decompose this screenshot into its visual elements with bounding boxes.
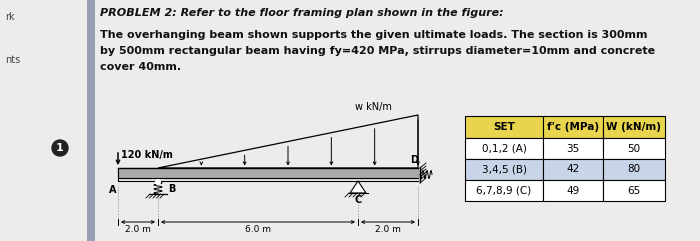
Text: 2.0 m: 2.0 m — [375, 225, 401, 234]
Text: 6.0 m: 6.0 m — [245, 225, 271, 234]
Bar — [603, 116, 665, 138]
Text: 35: 35 — [566, 143, 580, 154]
Bar — [543, 159, 603, 180]
Text: C: C — [354, 195, 362, 205]
Bar — [465, 116, 543, 138]
Text: 80: 80 — [627, 165, 640, 174]
Text: 0,1,2 (A): 0,1,2 (A) — [482, 143, 526, 154]
Text: by 500mm rectangular beam having fy=420 MPa, stirrups diameter=10mm and concrete: by 500mm rectangular beam having fy=420 … — [100, 46, 655, 56]
Circle shape — [52, 140, 68, 156]
Text: 1: 1 — [56, 143, 64, 153]
Text: 42: 42 — [566, 165, 580, 174]
Text: 49: 49 — [566, 186, 580, 195]
Bar — [87, 0, 95, 241]
Bar — [465, 138, 543, 159]
Bar — [465, 159, 543, 180]
Text: cover 40mm.: cover 40mm. — [100, 62, 181, 72]
Text: A: A — [108, 185, 116, 195]
Bar — [543, 116, 603, 138]
Text: f'c (MPa): f'c (MPa) — [547, 122, 599, 132]
Polygon shape — [350, 181, 366, 193]
Text: 2.0 m: 2.0 m — [125, 225, 151, 234]
Bar — [543, 180, 603, 201]
Text: B: B — [168, 184, 176, 194]
Text: The overhanging beam shown supports the given ultimate loads. The section is 300: The overhanging beam shown supports the … — [100, 30, 648, 40]
Bar — [603, 138, 665, 159]
Text: nts: nts — [5, 55, 20, 65]
Text: w kN/m: w kN/m — [355, 102, 391, 112]
Bar — [603, 159, 665, 180]
Text: 6,7,8,9 (C): 6,7,8,9 (C) — [477, 186, 531, 195]
Circle shape — [155, 180, 160, 185]
Text: rk: rk — [5, 12, 15, 22]
Text: 3,4,5 (B): 3,4,5 (B) — [482, 165, 526, 174]
Text: W (kN/m): W (kN/m) — [606, 122, 662, 132]
Text: PROBLEM 2: Refer to the floor framing plan shown in the figure:: PROBLEM 2: Refer to the floor framing pl… — [100, 8, 503, 18]
Text: SET: SET — [493, 122, 515, 132]
Bar — [543, 138, 603, 159]
Text: 120 kN/m: 120 kN/m — [121, 150, 173, 160]
Bar — [603, 180, 665, 201]
Text: D: D — [410, 155, 418, 165]
Bar — [465, 180, 543, 201]
Text: 65: 65 — [627, 186, 640, 195]
Text: 50: 50 — [627, 143, 640, 154]
